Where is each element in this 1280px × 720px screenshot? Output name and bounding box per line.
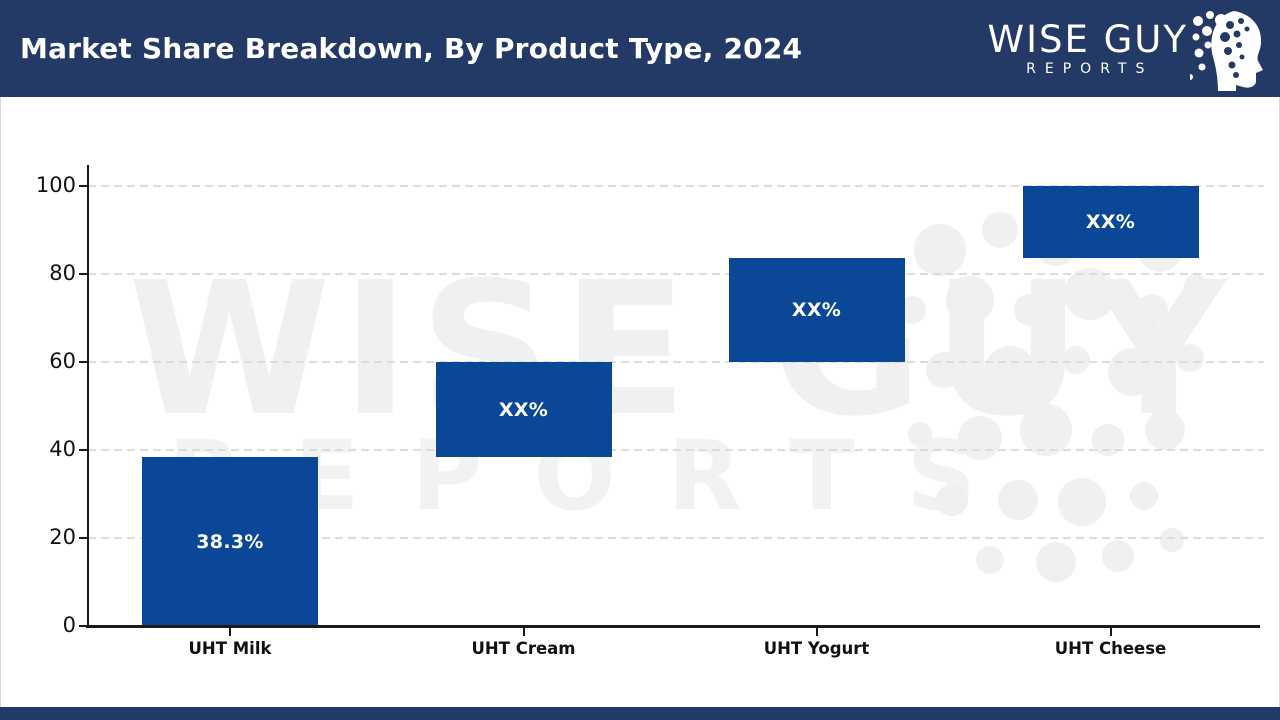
y-axis-tick-label: 80 — [49, 261, 76, 285]
y-axis-tick — [79, 537, 88, 539]
bar-uht-yogurt: XX% — [728, 257, 905, 362]
y-axis-line — [87, 165, 89, 627]
y-axis-tick — [79, 361, 88, 363]
gridline-y60 — [88, 361, 1264, 363]
x-axis-category-label: UHT Cream — [471, 639, 576, 658]
y-axis-tick-label: 40 — [49, 437, 76, 461]
bar-uht-cheese: XX% — [1022, 186, 1199, 258]
bar-value-label: XX% — [498, 398, 549, 421]
footer-bar — [0, 707, 1280, 720]
logo-head-icon — [1190, 10, 1263, 91]
y-axis-tick — [79, 625, 88, 627]
bar-value-label: XX% — [791, 298, 842, 321]
gridline-y20 — [88, 537, 1264, 539]
x-axis-tick — [522, 628, 525, 636]
x-axis-category-label: UHT Yogurt — [763, 639, 870, 658]
header-bar: Market Share Breakdown, By Product Type,… — [0, 0, 1280, 97]
x-axis-category-label: UHT Milk — [188, 639, 272, 658]
y-axis-tick-label: 60 — [49, 349, 76, 373]
bar-uht-milk: 38.3% — [142, 457, 318, 626]
y-axis-tick — [79, 185, 88, 187]
bar-uht-cream: XX% — [435, 362, 612, 458]
x-axis-line — [86, 625, 1260, 628]
y-axis-tick-label: 0 — [62, 613, 76, 637]
y-axis-tick-label: 20 — [49, 525, 76, 549]
x-axis-category-label: UHT Cheese — [1054, 639, 1167, 658]
x-axis-tick — [815, 628, 818, 636]
y-axis-tick-label: 100 — [35, 173, 76, 197]
x-axis-tick — [1109, 628, 1112, 636]
y-axis-tick — [79, 449, 88, 451]
bar-value-label: 38.3% — [196, 530, 264, 553]
logo-reports-text: REPORTS — [1026, 60, 1154, 77]
page-title: Market Share Breakdown, By Product Type,… — [20, 32, 803, 65]
logo-wordmark: WISE GUY — [987, 17, 1188, 61]
bar-value-label: XX% — [1085, 210, 1136, 233]
y-axis-tick — [79, 273, 88, 275]
x-axis-tick — [229, 628, 231, 636]
gridline-y80 — [88, 273, 1264, 275]
logo-text: WISE GUY REPORTS — [988, 21, 1188, 77]
wiseguy-logo: WISE GUY REPORTS — [988, 0, 1268, 97]
gridline-y100 — [88, 185, 1264, 187]
gridline-y40 — [88, 449, 1264, 451]
